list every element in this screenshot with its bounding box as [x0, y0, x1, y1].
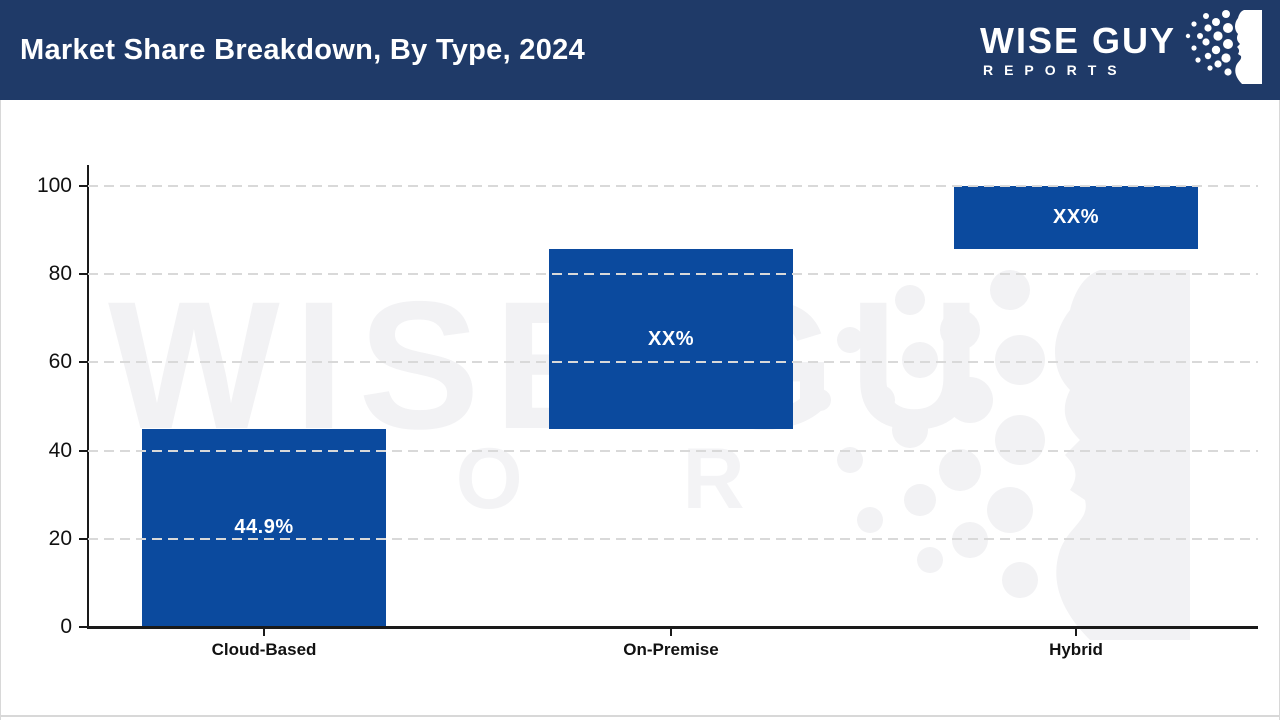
y-tick-label-0: 0: [60, 615, 72, 638]
gridline-20: [88, 537, 1258, 540]
axis-spine-left: [87, 165, 89, 628]
logo: WISE GUY REPORTS: [980, 6, 1280, 95]
x-tick-mark-2: [1075, 627, 1077, 636]
y-tick-mark-0: [79, 626, 88, 628]
x-tick-mark-0: [263, 627, 265, 636]
header-bar: Market Share Breakdown, By Type, 2024 WI…: [0, 0, 1280, 100]
x-category-label-2: Hybrid: [1049, 640, 1103, 659]
figure-border-left: [0, 100, 1, 720]
y-tick-mark-40: [79, 449, 88, 452]
logo-wordmark-line1: WISE GUY: [979, 20, 1176, 61]
y-tick-label-100: 100: [36, 174, 72, 197]
gridline-60: [88, 361, 1258, 364]
page-title: Market Share Breakdown, By Type, 2024: [20, 33, 586, 66]
bar-cloud-based: 44.9%: [142, 428, 386, 627]
logo-wordmark: WISE GUY REPORTS: [979, 20, 1176, 78]
gridline-100: [88, 185, 1258, 187]
y-tick-mark-100: [79, 185, 88, 187]
x-category-label-1: On-Premise: [623, 640, 719, 659]
y-tick-label-80: 80: [48, 262, 72, 286]
bar-on-premise: XX%: [549, 249, 793, 429]
y-tick-mark-20: [79, 537, 88, 540]
watermark-head-icon: [790, 220, 1210, 705]
bar-hybrid: XX%: [954, 186, 1198, 250]
y-tick-mark-60: [79, 361, 88, 364]
y-tick-label-40: 40: [48, 438, 72, 462]
gridline-40: [88, 449, 1258, 452]
bar-value-label: XX%: [648, 327, 694, 350]
logo-wordmark-line2: REPORTS: [982, 62, 1128, 78]
x-tick-mark-1: [670, 627, 672, 636]
figure-border-bottom: [0, 715, 1280, 717]
y-tick-label-20: 20: [48, 526, 72, 550]
logo-head-icon: [1182, 6, 1266, 95]
y-tick-mark-80: [79, 273, 88, 276]
gridline-80: [88, 273, 1258, 276]
bar-value-label: XX%: [1053, 206, 1099, 229]
axis-spine-bottom: [87, 626, 1258, 629]
bar-value-label: 44.9%: [234, 516, 294, 539]
x-category-label-0: Cloud-Based: [211, 640, 317, 659]
y-tick-label-60: 60: [48, 350, 72, 374]
